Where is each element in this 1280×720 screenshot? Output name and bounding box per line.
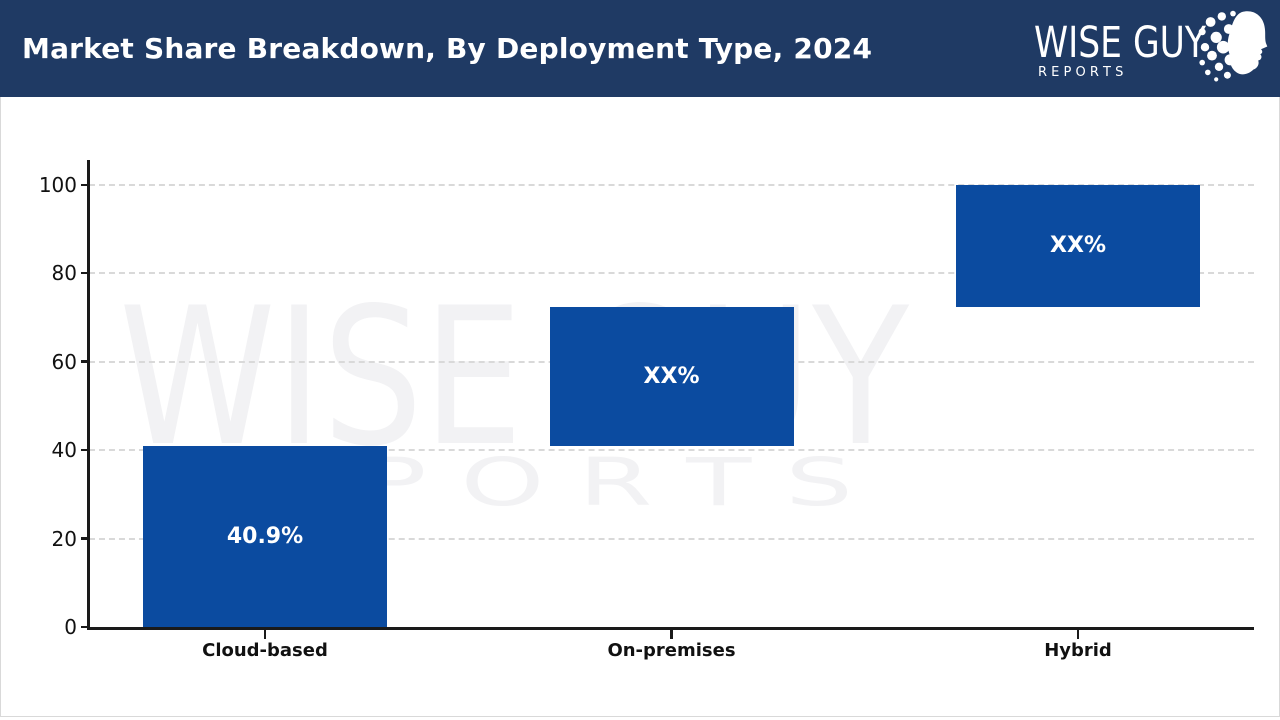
bar-value-label: XX% [1050,233,1106,259]
logo-name-text: WISE GUY [1034,18,1207,68]
y-tick-label: 40 [51,438,77,463]
bar-hybrid: XX% [956,185,1200,307]
x-tick-mark [263,630,267,639]
page-title: Market Share Breakdown, By Deployment Ty… [22,32,873,65]
x-tick-mark [670,630,673,639]
grid-line [89,537,1254,540]
wiseguy-logo: WISE GUY R E P O R T S [1034,10,1268,82]
y-tick-mark [81,183,89,186]
x-tick-mark [1076,630,1080,639]
y-tick-mark [81,537,89,540]
logo-tagline-text: R E P O R T S [1038,65,1123,80]
header: Market Share Breakdown, By Deployment Ty… [0,0,1280,97]
grid-line [89,272,1254,275]
x-category-label: Hybrid [1044,640,1112,661]
y-tick-mark [81,625,89,628]
y-tick-label: 100 [38,173,77,197]
y-tick-mark [81,448,89,452]
y-tick-label: 80 [51,261,77,286]
x-axis [87,627,1254,630]
y-tick-label: 20 [51,526,77,551]
grid-line [89,449,1254,452]
bar-value-label: XX% [643,363,700,389]
y-tick-mark [81,360,89,363]
y-tick-label: 0 [64,615,77,639]
bar-value-label: 40.9% [226,524,304,550]
y-axis [87,160,90,630]
grid-line [89,184,1254,186]
x-category-label: Cloud-based [202,640,328,661]
chart-area: WISE GUY R E P O R T S 0 20 40 60 80 100 40.9%… [0,97,1280,717]
wiseguy-head-icon [1198,10,1268,82]
bar-cloud-based: 40.9% [143,446,387,627]
y-tick-label: 60 [51,349,77,374]
bar-on-premises: XX% [549,306,794,447]
y-tick-mark [81,271,89,275]
x-category-label: On-premises [607,640,736,661]
